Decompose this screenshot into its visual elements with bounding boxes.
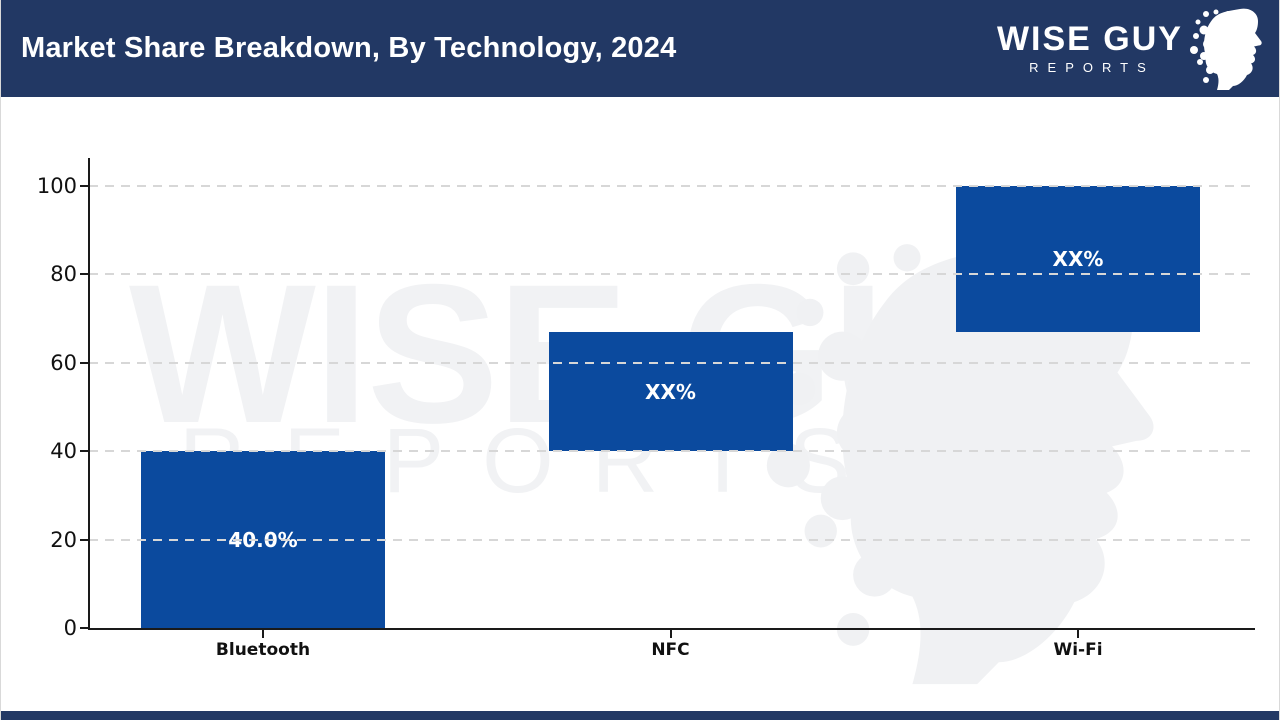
bar-value-label-wi-fi: XX% (1052, 246, 1104, 271)
y-tick-label-80: 80 (50, 262, 77, 287)
chart-title: Market Share Breakdown, By Technology, 2… (21, 32, 677, 64)
y-tick-40 (80, 450, 88, 453)
x-axis-spine (88, 628, 1255, 630)
gridline-40 (89, 450, 1254, 453)
x-tick-label-bluetooth: Bluetooth (215, 640, 311, 660)
x-tick-label-wi-fi: Wi-Fi (1053, 640, 1103, 660)
y-tick-60 (80, 361, 88, 364)
y-tick-label-100: 100 (36, 174, 77, 198)
bar-nfc: XX% (548, 331, 793, 452)
y-tick-label-40: 40 (50, 439, 77, 464)
y-axis-spine (88, 158, 90, 630)
wise-guy-reports-logo: WISE GUY REPORTS (997, 6, 1279, 92)
footer-bar (1, 711, 1279, 720)
y-tick-20 (80, 538, 88, 541)
gridline-60 (89, 361, 1254, 364)
y-tick-0 (80, 627, 88, 629)
gridline-80 (89, 273, 1254, 276)
gridline-20 (89, 538, 1254, 541)
logo-subtitle: REPORTS (1029, 60, 1155, 75)
bar-value-label-nfc: XX% (645, 379, 696, 404)
chart-header: Market Share Breakdown, By Technology, 2… (1, 0, 1279, 97)
y-tick-label-0: 0 (63, 616, 77, 640)
logo-wordmark: WISE GUY (996, 20, 1183, 58)
bar-wi-fi: XX% (956, 186, 1200, 332)
logo-text: WISE GUY REPORTS (997, 22, 1183, 75)
x-tick-label-nfc: NFC (651, 640, 690, 660)
x-tick-nfc (669, 630, 672, 638)
y-tick-label-60: 60 (50, 350, 77, 375)
y-tick-100 (80, 185, 88, 187)
x-tick-bluetooth (262, 630, 264, 638)
y-tick-80 (80, 273, 88, 276)
x-tick-wi-fi (1077, 630, 1079, 638)
gridline-100 (89, 185, 1254, 187)
y-tick-label-20: 20 (50, 527, 77, 552)
